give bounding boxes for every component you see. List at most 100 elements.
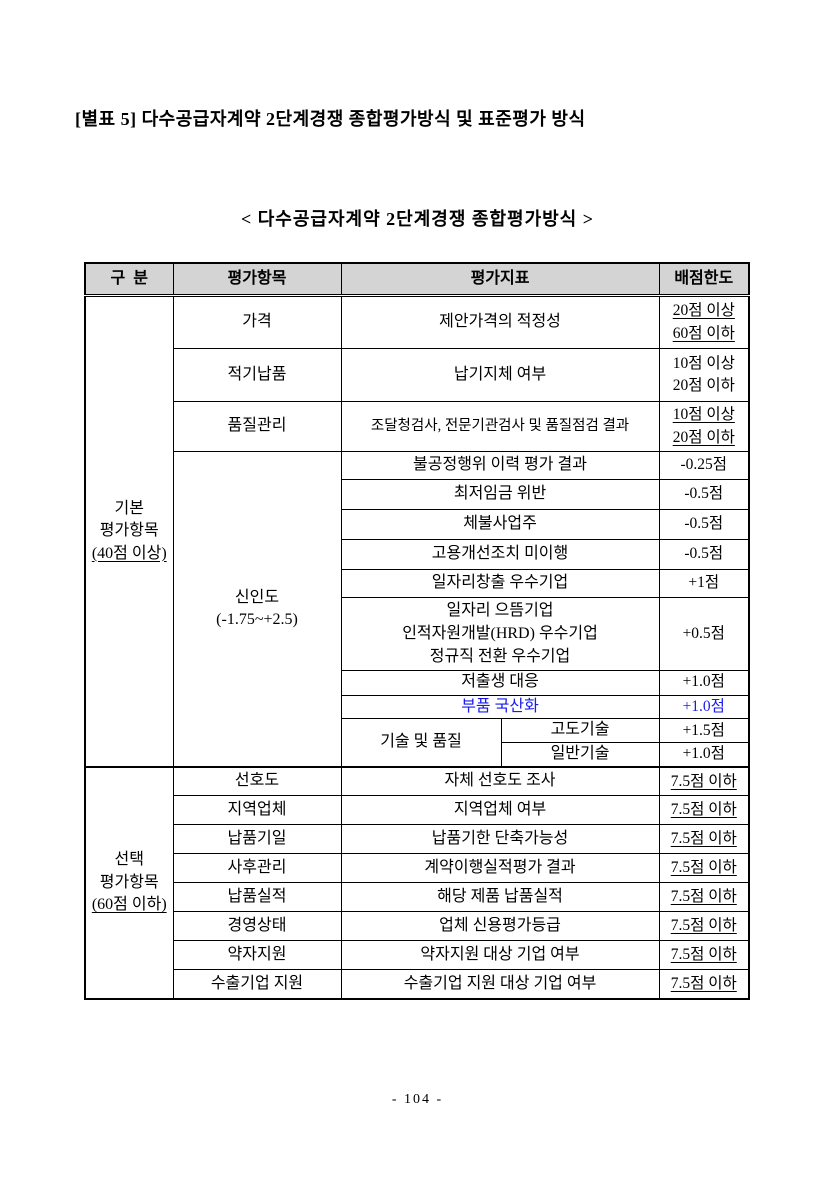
row-delivery-date: 납품기일 납품기한 단축가능성 7.5점 이하 bbox=[85, 824, 750, 855]
cell-item-weak-support: 약자지원 bbox=[172, 940, 342, 971]
cell-limit-quality: 10점 이상 20점 이하 bbox=[658, 401, 750, 452]
group-basic-note: (40점 이상) bbox=[91, 544, 167, 562]
cell-item-aftercare: 사후관리 bbox=[172, 853, 342, 884]
cell-item-export-support: 수출기업 지원 bbox=[172, 969, 342, 1000]
cell-index-local-company: 지역업체 여부 bbox=[340, 795, 660, 826]
cell-item-on-time: 적기납품 bbox=[172, 348, 342, 402]
cell-index-tech-label: 기술 및 품질 bbox=[340, 718, 502, 768]
table-header-row: 구 분 평가항목 평가지표 배점한도 bbox=[84, 262, 750, 297]
cell-limit-management: 7.5점 이하 bbox=[658, 911, 750, 942]
group-basic-line1: 기본 bbox=[114, 499, 144, 517]
limit-on-time-line1: 10점 이상 bbox=[672, 354, 735, 372]
cell-group-optional: 선택 평가항목 (60점 이하) bbox=[84, 765, 174, 1000]
cell-limit-jobcreation: +1점 bbox=[658, 569, 750, 598]
cell-limit-on-time: 10점 이상 20점 이하 bbox=[658, 348, 750, 402]
cell-limit-minwage: -0.5점 bbox=[658, 479, 750, 510]
cell-index-jobcreation: 일자리창출 우수기업 bbox=[340, 569, 660, 598]
row-weak-support: 약자지원 약자지원 대상 기업 여부 7.5점 이하 bbox=[85, 940, 750, 971]
group-optional-line2: 평가항목 bbox=[99, 873, 159, 891]
cell-index-arrears: 체불사업주 bbox=[340, 509, 660, 540]
col-header-index: 평가지표 bbox=[340, 262, 660, 297]
row-delivery-record: 납품실적 해당 제품 납품실적 7.5점 이하 bbox=[85, 882, 750, 913]
col-header-gubun: 구 분 bbox=[84, 262, 174, 297]
row-quality: 품질관리 조달청검사, 전문기관검사 및 품질점검 결과 10점 이상 20점 … bbox=[85, 401, 750, 452]
row-on-time: 적기납품 납기지체 여부 10점 이상 20점 이하 bbox=[85, 348, 750, 402]
cell-index-tech-high: 고도기술 bbox=[500, 718, 660, 744]
page-number: - 104 - bbox=[391, 1092, 444, 1107]
group-basic-line2: 평가항목 bbox=[99, 522, 159, 540]
limit-price-line1: 20점 이상 bbox=[672, 302, 735, 320]
limit-price-line2: 60점 이하 bbox=[672, 324, 735, 342]
cell-index-delivery-date: 납품기한 단축가능성 bbox=[340, 824, 660, 855]
row-credibility-localization: 부품 국산화 +1.0점 bbox=[85, 694, 750, 720]
cell-index-excellent: 일자리 으뜸기업 인적자원개발(HRD) 우수기업 정규직 전환 우수기업 bbox=[340, 597, 660, 671]
row-aftercare: 사후관리 계약이행실적평가 결과 7.5점 이하 bbox=[85, 853, 750, 884]
col-header-limit: 배점한도 bbox=[658, 262, 750, 297]
cell-limit-localization: +1.0점 bbox=[658, 694, 750, 720]
col-header-item: 평가항목 bbox=[172, 262, 342, 297]
cell-index-minwage: 최저임금 위반 bbox=[340, 479, 660, 510]
cell-limit-excellent: +0.5점 bbox=[658, 597, 750, 671]
cell-item-preference: 선호도 bbox=[172, 765, 342, 797]
cell-index-weak-support: 약자지원 대상 기업 여부 bbox=[340, 940, 660, 971]
cell-limit-price: 20점 이상 60점 이하 bbox=[658, 295, 750, 349]
page-title: [별표 5] 다수공급자계약 2단계경쟁 종합평가방식 및 표준평가 방식 bbox=[75, 109, 586, 129]
row-credibility-excellent: 일자리 으뜸기업 인적자원개발(HRD) 우수기업 정규직 전환 우수기업 +0… bbox=[85, 597, 750, 671]
row-credibility-minwage: 최저임금 위반 -0.5점 bbox=[85, 479, 750, 510]
cell-limit-arrears: -0.5점 bbox=[658, 509, 750, 540]
cell-index-delivery-record: 해당 제품 납품실적 bbox=[340, 882, 660, 913]
cell-group-basic: 기본 평가항목 (40점 이상) bbox=[84, 294, 174, 768]
row-management: 경영상태 업체 신용평가등급 7.5점 이하 bbox=[85, 911, 750, 942]
row-credibility-employment: 고용개선조치 미이행 -0.5점 bbox=[85, 539, 750, 570]
row-credibility-tech-general: 일반기술 +1.0점 bbox=[85, 742, 750, 768]
cell-limit-local-company: 7.5점 이하 bbox=[658, 795, 750, 826]
cell-limit-delivery-date: 7.5점 이하 bbox=[658, 824, 750, 855]
excellent-line2: 인적자원개발(HRD) 우수기업 bbox=[402, 625, 598, 643]
row-price: 기본 평가항목 (40점 이상) 가격 제안가격의 적정성 20점 이상 60점… bbox=[84, 294, 750, 768]
group-optional-line1: 선택 bbox=[114, 851, 144, 869]
evaluation-table: 구 분 평가항목 평가지표 배점한도 기본 평가항목 (40점 이상) 가격 제… bbox=[84, 262, 751, 1000]
cell-index-preference: 자체 선호도 조사 bbox=[340, 765, 660, 797]
cell-limit-employment: -0.5점 bbox=[658, 539, 750, 570]
credibility-range: (-1.75~+2.5) bbox=[216, 610, 298, 628]
row-local-company: 지역업체 지역업체 여부 7.5점 이하 bbox=[85, 795, 750, 826]
cell-limit-preference: 7.5점 이하 bbox=[658, 765, 750, 797]
row-credibility-tech-high: 기술 및 품질 고도기술 +1.5점 bbox=[85, 718, 750, 768]
cell-index-aftercare: 계약이행실적평가 결과 bbox=[340, 853, 660, 884]
cell-limit-weak-support: 7.5점 이하 bbox=[658, 940, 750, 971]
cell-limit-unfair: -0.25점 bbox=[658, 451, 750, 480]
credibility-label: 신인도 bbox=[234, 588, 280, 606]
cell-item-credibility: 신인도 (-1.75~+2.5) bbox=[172, 450, 342, 768]
row-credibility-lowbirth: 저출생 대응 +1.0점 bbox=[85, 669, 750, 696]
cell-limit-aftercare: 7.5점 이하 bbox=[658, 853, 750, 884]
limit-on-time-line2: 20점 이하 bbox=[672, 377, 735, 394]
cell-item-price: 가격 bbox=[172, 295, 342, 349]
limit-quality-line1: 10점 이상 bbox=[672, 406, 735, 424]
excellent-line1: 일자리 으뜸기업 bbox=[446, 602, 554, 619]
cell-index-tech-general: 일반기술 bbox=[500, 742, 660, 768]
row-export-support: 수출기업 지원 수출기업 지원 대상 기업 여부 7.5점 이하 bbox=[85, 969, 750, 1000]
cell-index-export-support: 수출기업 지원 대상 기업 여부 bbox=[340, 969, 660, 1000]
row-preference: 선택 평가항목 (60점 이하) 선호도 자체 선호도 조사 7.5점 이하 bbox=[84, 765, 750, 1000]
row-credibility-jobcreation: 일자리창출 우수기업 +1점 bbox=[85, 569, 750, 598]
row-credibility-unfair: 신인도 (-1.75~+2.5) 불공정행위 이력 평가 결과 -0.25점 bbox=[85, 450, 750, 768]
cell-item-delivery-date: 납품기일 bbox=[172, 824, 342, 855]
cell-limit-tech-general: +1.0점 bbox=[658, 742, 750, 768]
cell-index-on-time: 납기지체 여부 bbox=[340, 348, 660, 402]
group-optional-note: (60점 이하) bbox=[91, 896, 167, 914]
cell-index-management: 업체 신용평가등급 bbox=[340, 911, 660, 942]
cell-limit-tech-high: +1.5점 bbox=[658, 718, 750, 744]
cell-limit-lowbirth: +1.0점 bbox=[658, 669, 750, 696]
cell-limit-export-support: 7.5점 이하 bbox=[658, 969, 750, 1000]
cell-item-management: 경영상태 bbox=[172, 911, 342, 942]
excellent-line3: 정규직 전환 우수기업 bbox=[429, 648, 571, 666]
cell-item-delivery-record: 납품실적 bbox=[172, 882, 342, 913]
cell-index-price: 제안가격의 적정성 bbox=[340, 295, 660, 349]
cell-index-quality: 조달청검사, 전문기관검사 및 품질점검 결과 bbox=[340, 401, 660, 452]
cell-item-local-company: 지역업체 bbox=[172, 795, 342, 826]
cell-item-quality: 품질관리 bbox=[172, 401, 342, 452]
table-caption: < 다수공급자계약 2단계경쟁 종합평가방식 > bbox=[240, 209, 595, 229]
cell-index-lowbirth: 저출생 대응 bbox=[340, 669, 660, 696]
cell-index-localization: 부품 국산화 bbox=[340, 694, 660, 720]
